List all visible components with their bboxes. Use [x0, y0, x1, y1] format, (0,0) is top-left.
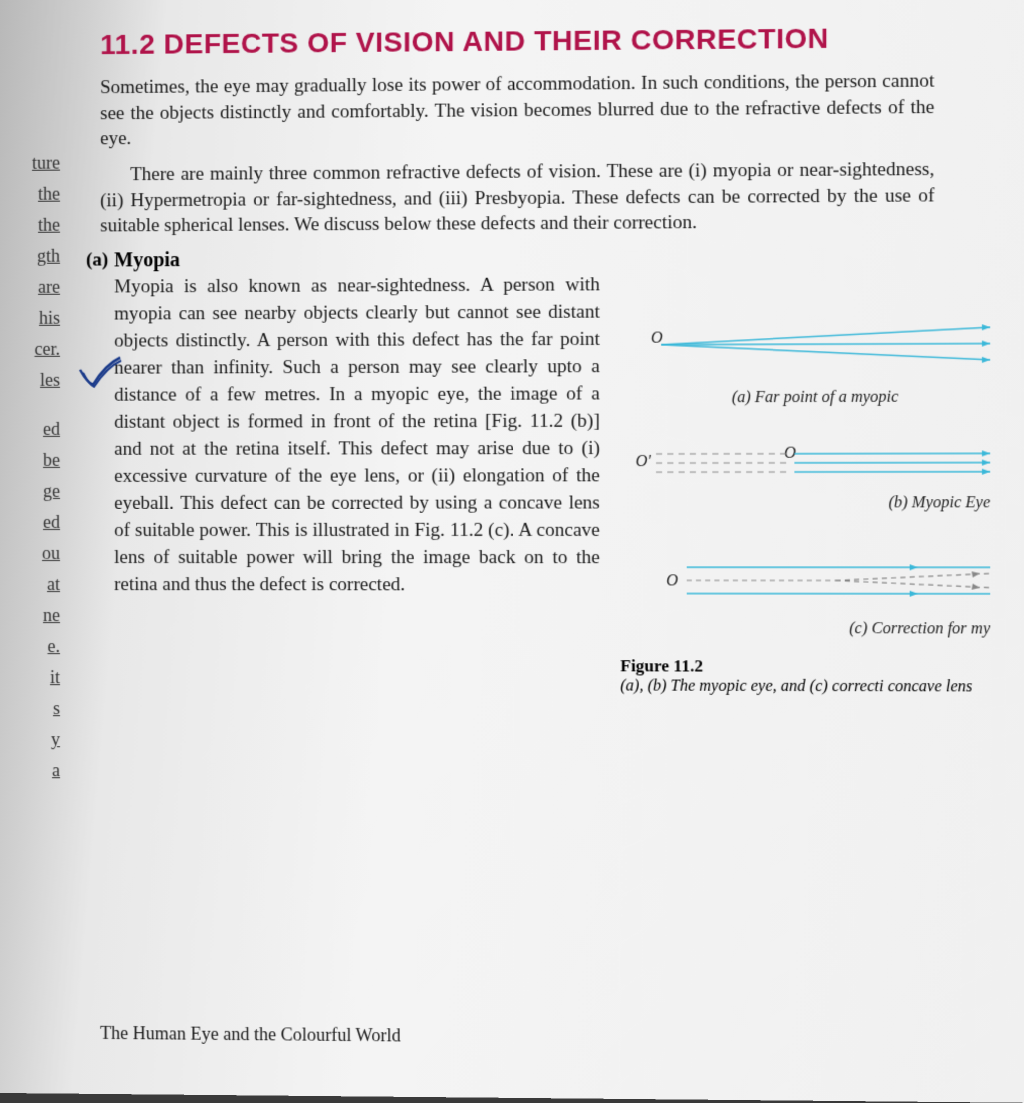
diagram-b-myopic-eye: O' O: [630, 437, 1000, 488]
margin-word: are: [0, 274, 60, 301]
margin-word: ge: [0, 478, 60, 505]
figure-number: Figure 11.2: [620, 656, 1011, 677]
margin-word: a: [0, 757, 60, 784]
diagram-a-caption: (a) Far point of a myopic: [620, 388, 1011, 407]
figure-column: O (a) Far point of a myopic O' O: [620, 270, 1011, 698]
label-O: O: [666, 572, 678, 589]
margin-word: ed: [0, 416, 60, 443]
diagram-b-caption: (b) Myopic Eye: [620, 494, 1011, 513]
intro-paragraph-2: There are mainly three common refractive…: [100, 157, 934, 240]
margin-word: s: [0, 695, 60, 722]
two-column-layout: Myopia is also known as near-sightedness…: [114, 270, 1017, 698]
margin-word: ou: [0, 540, 60, 567]
margin-word: y: [0, 726, 60, 753]
margin-word: the: [0, 212, 60, 239]
margin-word: e.: [0, 633, 60, 660]
margin-word: ed: [0, 509, 60, 536]
margin-word: the: [0, 181, 60, 208]
margin-word: it: [0, 664, 60, 691]
margin-word: ture: [0, 150, 60, 177]
margin-word: gth: [0, 243, 60, 270]
intro-paragraph-1: Sometimes, the eye may gradually lose it…: [100, 68, 934, 152]
textbook-page: ture the the gth are his cer. les ed be …: [0, 0, 1024, 1103]
myopia-subsection: (a) Myopia Myopia is also known as near-…: [100, 245, 1017, 699]
margin-word: cer.: [0, 336, 60, 363]
subsection-label: (a): [86, 249, 108, 271]
diagram-a-far-point: O: [630, 321, 1000, 383]
myopia-body-text: Myopia is also known as near-sightedness…: [114, 272, 600, 697]
margin-word: ne: [0, 602, 60, 629]
main-content: 11.2 DEFECTS OF VISION AND THEIR CORRECT…: [100, 21, 1017, 698]
diagram-c-correction: O: [630, 553, 1000, 614]
margin-word: his: [0, 305, 60, 332]
subsection-title: Myopia: [114, 245, 1017, 273]
figure-description: (a), (b) The myopic eye, and (c) correct…: [620, 676, 1011, 698]
section-heading: 11.2 DEFECTS OF VISION AND THEIR CORRECT…: [100, 21, 1017, 61]
margin-word: at: [0, 571, 60, 598]
diagram-c-caption: (c) Correction for my: [620, 620, 1011, 639]
cut-off-margin-text: ture the the gth are his cer. les ed be …: [0, 150, 60, 789]
margin-word: les: [0, 367, 60, 394]
chapter-footer: The Human Eye and the Colourful World: [100, 1023, 401, 1047]
margin-word: be: [0, 447, 60, 474]
label-O-prime: O': [636, 453, 652, 470]
